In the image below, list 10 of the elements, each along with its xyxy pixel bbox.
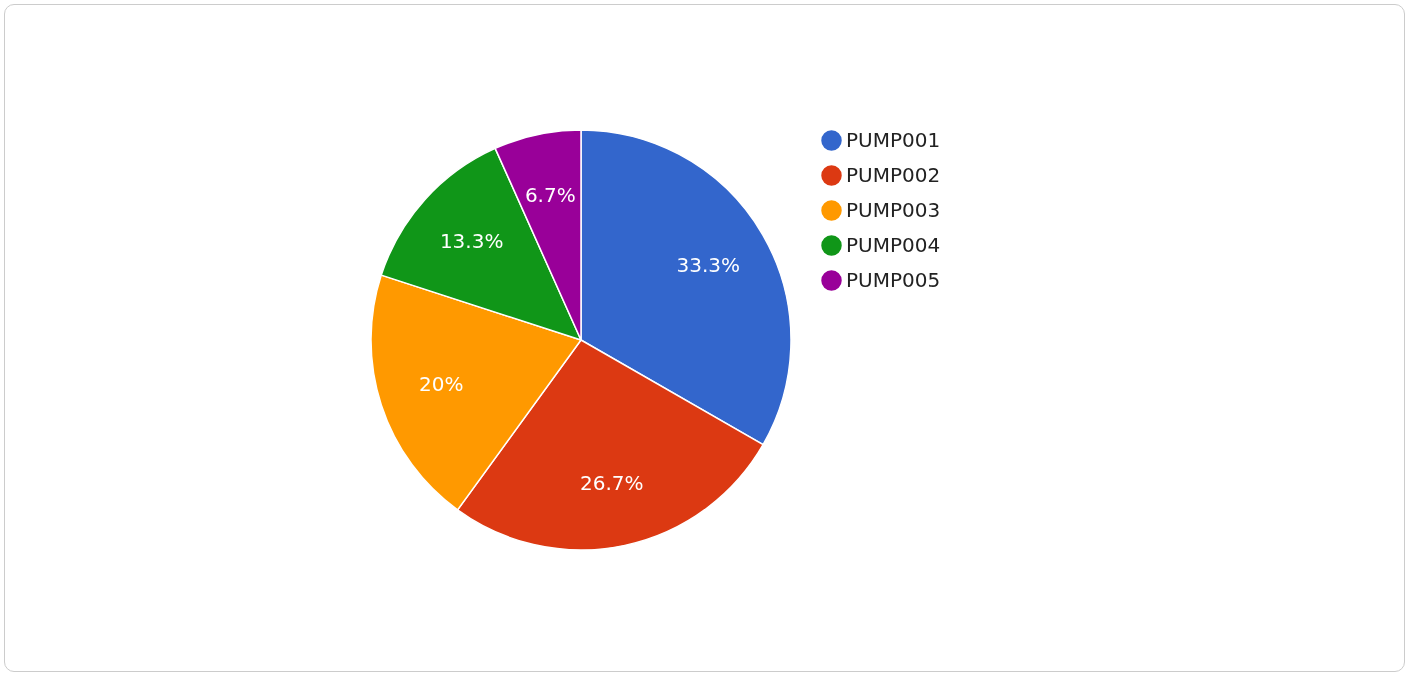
legend-label: PUMP004 <box>846 232 941 257</box>
legend-label: PUMP003 <box>846 197 941 222</box>
legend-label: PUMP001 <box>846 127 941 152</box>
data-label: 33.3% <box>676 253 740 278</box>
data-label: 13.3% <box>439 228 504 253</box>
data-label: 6.7% <box>524 183 576 208</box>
data-label: 20% <box>418 372 464 397</box>
data-label: 26.7% <box>579 470 644 495</box>
legend-label: PUMP005 <box>846 267 941 292</box>
legend-label: PUMP002 <box>846 162 941 187</box>
